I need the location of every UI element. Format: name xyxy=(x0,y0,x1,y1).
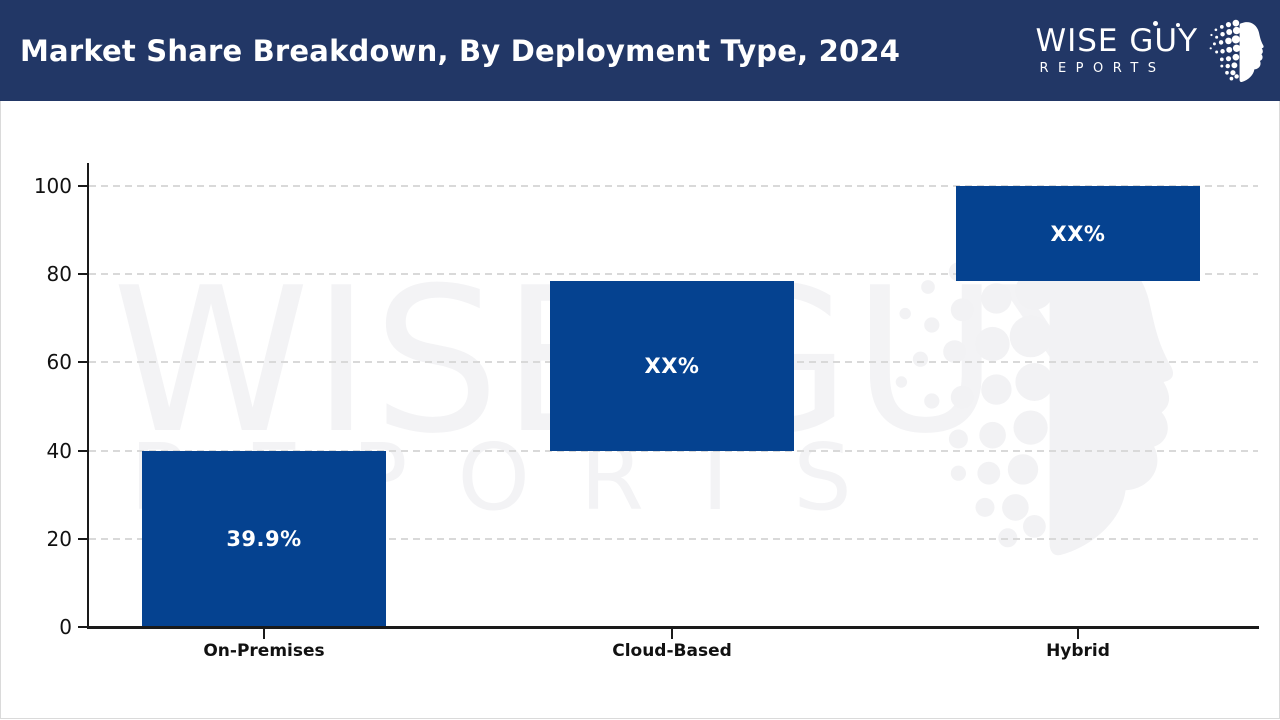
bar-on-premises: 39.9% xyxy=(142,451,386,627)
y-tick-60 xyxy=(78,361,87,363)
bar-value-label-on-premises: 39.9% xyxy=(226,527,302,551)
y-tick-label-40: 40 xyxy=(46,439,72,463)
logo-wordmark: WISE GUY xyxy=(1035,23,1198,60)
logo-head-icon xyxy=(1190,10,1264,94)
y-tick-80 xyxy=(78,273,87,275)
gridline-80 xyxy=(89,273,1258,275)
gridline-20 xyxy=(89,538,1258,540)
y-tick-label-100: 100 xyxy=(33,174,72,198)
y-tick-label-0: 0 xyxy=(59,615,72,639)
chart-title: Market Share Breakdown, By Deployment Ty… xyxy=(20,33,901,68)
y-tick-40 xyxy=(78,450,87,452)
logo-subtext: REPORTS xyxy=(1039,60,1166,76)
x-tick-cloud-based xyxy=(671,629,673,639)
y-tick-100 xyxy=(78,185,87,187)
y-tick-20 xyxy=(78,538,87,540)
x-tick-hybrid xyxy=(1077,629,1079,639)
bar-cloud-based: XX% xyxy=(550,281,794,451)
y-tick-label-60: 60 xyxy=(46,350,72,374)
header-bar: Market Share Breakdown, By Deployment Ty… xyxy=(0,0,1280,101)
gridline-40 xyxy=(89,450,1258,452)
y-tick-label-80: 80 xyxy=(46,262,72,286)
logo-umlaut-dot-icon xyxy=(1153,21,1159,27)
bar-value-label-hybrid: XX% xyxy=(1050,221,1106,246)
logo-umlaut-dot-icon xyxy=(1176,23,1181,28)
gridline-100 xyxy=(89,185,1258,187)
x-category-label-hybrid: Hybrid xyxy=(1046,641,1110,661)
y-tick-label-20: 20 xyxy=(46,527,72,551)
x-tick-on-premises xyxy=(263,629,265,639)
logo-text: WISE GUY REPORTS xyxy=(1035,21,1198,76)
bar-value-label-cloud-based: XX% xyxy=(644,354,700,378)
x-category-label-on-premises: On-Premises xyxy=(203,641,325,661)
x-category-label-cloud-based: Cloud-Based xyxy=(612,641,732,661)
y-tick-0 xyxy=(78,626,87,628)
wise-guy-reports-logo: WISE GUY REPORTS xyxy=(1035,6,1264,98)
bar-hybrid: XX% xyxy=(956,186,1200,281)
x-axis xyxy=(87,626,1259,629)
y-axis xyxy=(87,163,89,629)
